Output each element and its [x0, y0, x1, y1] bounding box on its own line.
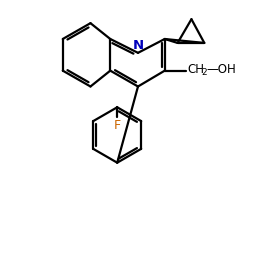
Text: —OH: —OH: [206, 63, 236, 76]
Text: N: N: [133, 39, 144, 52]
Text: CH: CH: [188, 63, 205, 76]
Text: 2: 2: [201, 68, 207, 77]
Text: F: F: [114, 119, 121, 132]
